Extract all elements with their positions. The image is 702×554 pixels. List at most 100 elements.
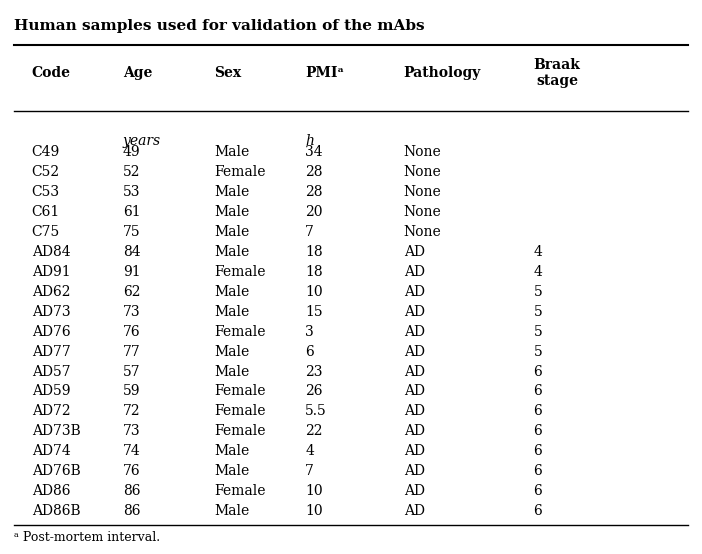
Text: AD: AD — [404, 305, 425, 319]
Text: Male: Male — [214, 444, 249, 458]
Text: AD91: AD91 — [32, 265, 70, 279]
Text: 57: 57 — [123, 365, 140, 378]
Text: 91: 91 — [123, 265, 140, 279]
Text: AD73B: AD73B — [32, 424, 80, 438]
Text: PMIᵃ: PMIᵃ — [305, 66, 345, 80]
Text: Male: Male — [214, 205, 249, 219]
Text: None: None — [404, 145, 442, 159]
Text: Male: Male — [214, 145, 249, 159]
Text: Male: Male — [214, 504, 249, 518]
Text: C75: C75 — [32, 225, 60, 239]
Text: 86: 86 — [123, 504, 140, 518]
Text: AD86B: AD86B — [32, 504, 80, 518]
Text: 5.5: 5.5 — [305, 404, 327, 418]
Text: AD84: AD84 — [32, 245, 70, 259]
Text: AD: AD — [404, 484, 425, 498]
Text: AD: AD — [404, 245, 425, 259]
Text: Human samples used for validation of the mAbs: Human samples used for validation of the… — [14, 19, 425, 33]
Text: 10: 10 — [305, 285, 323, 299]
Text: 28: 28 — [305, 185, 323, 199]
Text: 75: 75 — [123, 225, 140, 239]
Text: 62: 62 — [123, 285, 140, 299]
Text: Braak
stage: Braak stage — [534, 58, 581, 88]
Text: 6: 6 — [534, 504, 542, 518]
Text: 22: 22 — [305, 424, 323, 438]
Text: 3: 3 — [305, 325, 314, 338]
Text: Male: Male — [214, 245, 249, 259]
Text: AD: AD — [404, 464, 425, 478]
Text: None: None — [404, 165, 442, 179]
Text: years: years — [123, 134, 161, 148]
Text: AD: AD — [404, 285, 425, 299]
Text: 10: 10 — [305, 484, 323, 498]
Text: 73: 73 — [123, 424, 140, 438]
Text: 6: 6 — [534, 464, 542, 478]
Text: AD: AD — [404, 504, 425, 518]
Text: 6: 6 — [534, 484, 542, 498]
Text: 6: 6 — [534, 444, 542, 458]
Text: AD: AD — [404, 404, 425, 418]
Text: AD: AD — [404, 325, 425, 338]
Text: 26: 26 — [305, 384, 323, 398]
Text: None: None — [404, 205, 442, 219]
Text: 6: 6 — [305, 345, 314, 358]
Text: None: None — [404, 225, 442, 239]
Text: AD: AD — [404, 365, 425, 378]
Text: 18: 18 — [305, 245, 323, 259]
Text: Female: Female — [214, 384, 265, 398]
Text: Female: Female — [214, 325, 265, 338]
Text: 74: 74 — [123, 444, 140, 458]
Text: 61: 61 — [123, 205, 140, 219]
Text: 5: 5 — [534, 305, 542, 319]
Text: Pathology: Pathology — [404, 66, 481, 80]
Text: 5: 5 — [534, 325, 542, 338]
Text: 7: 7 — [305, 464, 314, 478]
Text: Female: Female — [214, 265, 265, 279]
Text: AD76: AD76 — [32, 325, 70, 338]
Text: 6: 6 — [534, 424, 542, 438]
Text: Male: Male — [214, 285, 249, 299]
Text: AD72: AD72 — [32, 404, 70, 418]
Text: AD: AD — [404, 265, 425, 279]
Text: AD: AD — [404, 444, 425, 458]
Text: Male: Male — [214, 464, 249, 478]
Text: AD59: AD59 — [32, 384, 70, 398]
Text: 59: 59 — [123, 384, 140, 398]
Text: 18: 18 — [305, 265, 323, 279]
Text: 4: 4 — [534, 265, 543, 279]
Text: AD62: AD62 — [32, 285, 70, 299]
Text: 72: 72 — [123, 404, 140, 418]
Text: None: None — [404, 185, 442, 199]
Text: AD: AD — [404, 424, 425, 438]
Text: 76: 76 — [123, 325, 140, 338]
Text: Female: Female — [214, 424, 265, 438]
Text: h: h — [305, 134, 314, 148]
Text: AD73: AD73 — [32, 305, 70, 319]
Text: Female: Female — [214, 404, 265, 418]
Text: Male: Male — [214, 345, 249, 358]
Text: AD77: AD77 — [32, 345, 70, 358]
Text: Age: Age — [123, 66, 152, 80]
Text: 7: 7 — [305, 225, 314, 239]
Text: 6: 6 — [534, 384, 542, 398]
Text: 34: 34 — [305, 145, 323, 159]
Text: Male: Male — [214, 185, 249, 199]
Text: 23: 23 — [305, 365, 323, 378]
Text: 28: 28 — [305, 165, 323, 179]
Text: 5: 5 — [534, 345, 542, 358]
Text: AD57: AD57 — [32, 365, 70, 378]
Text: 10: 10 — [305, 504, 323, 518]
Text: Male: Male — [214, 225, 249, 239]
Text: C61: C61 — [32, 205, 60, 219]
Text: 52: 52 — [123, 165, 140, 179]
Text: 76: 76 — [123, 464, 140, 478]
Text: AD: AD — [404, 384, 425, 398]
Text: 4: 4 — [305, 444, 314, 458]
Text: Female: Female — [214, 484, 265, 498]
Text: 73: 73 — [123, 305, 140, 319]
Text: 49: 49 — [123, 145, 140, 159]
Text: 86: 86 — [123, 484, 140, 498]
Text: 5: 5 — [534, 285, 542, 299]
Text: 20: 20 — [305, 205, 323, 219]
Text: AD74: AD74 — [32, 444, 70, 458]
